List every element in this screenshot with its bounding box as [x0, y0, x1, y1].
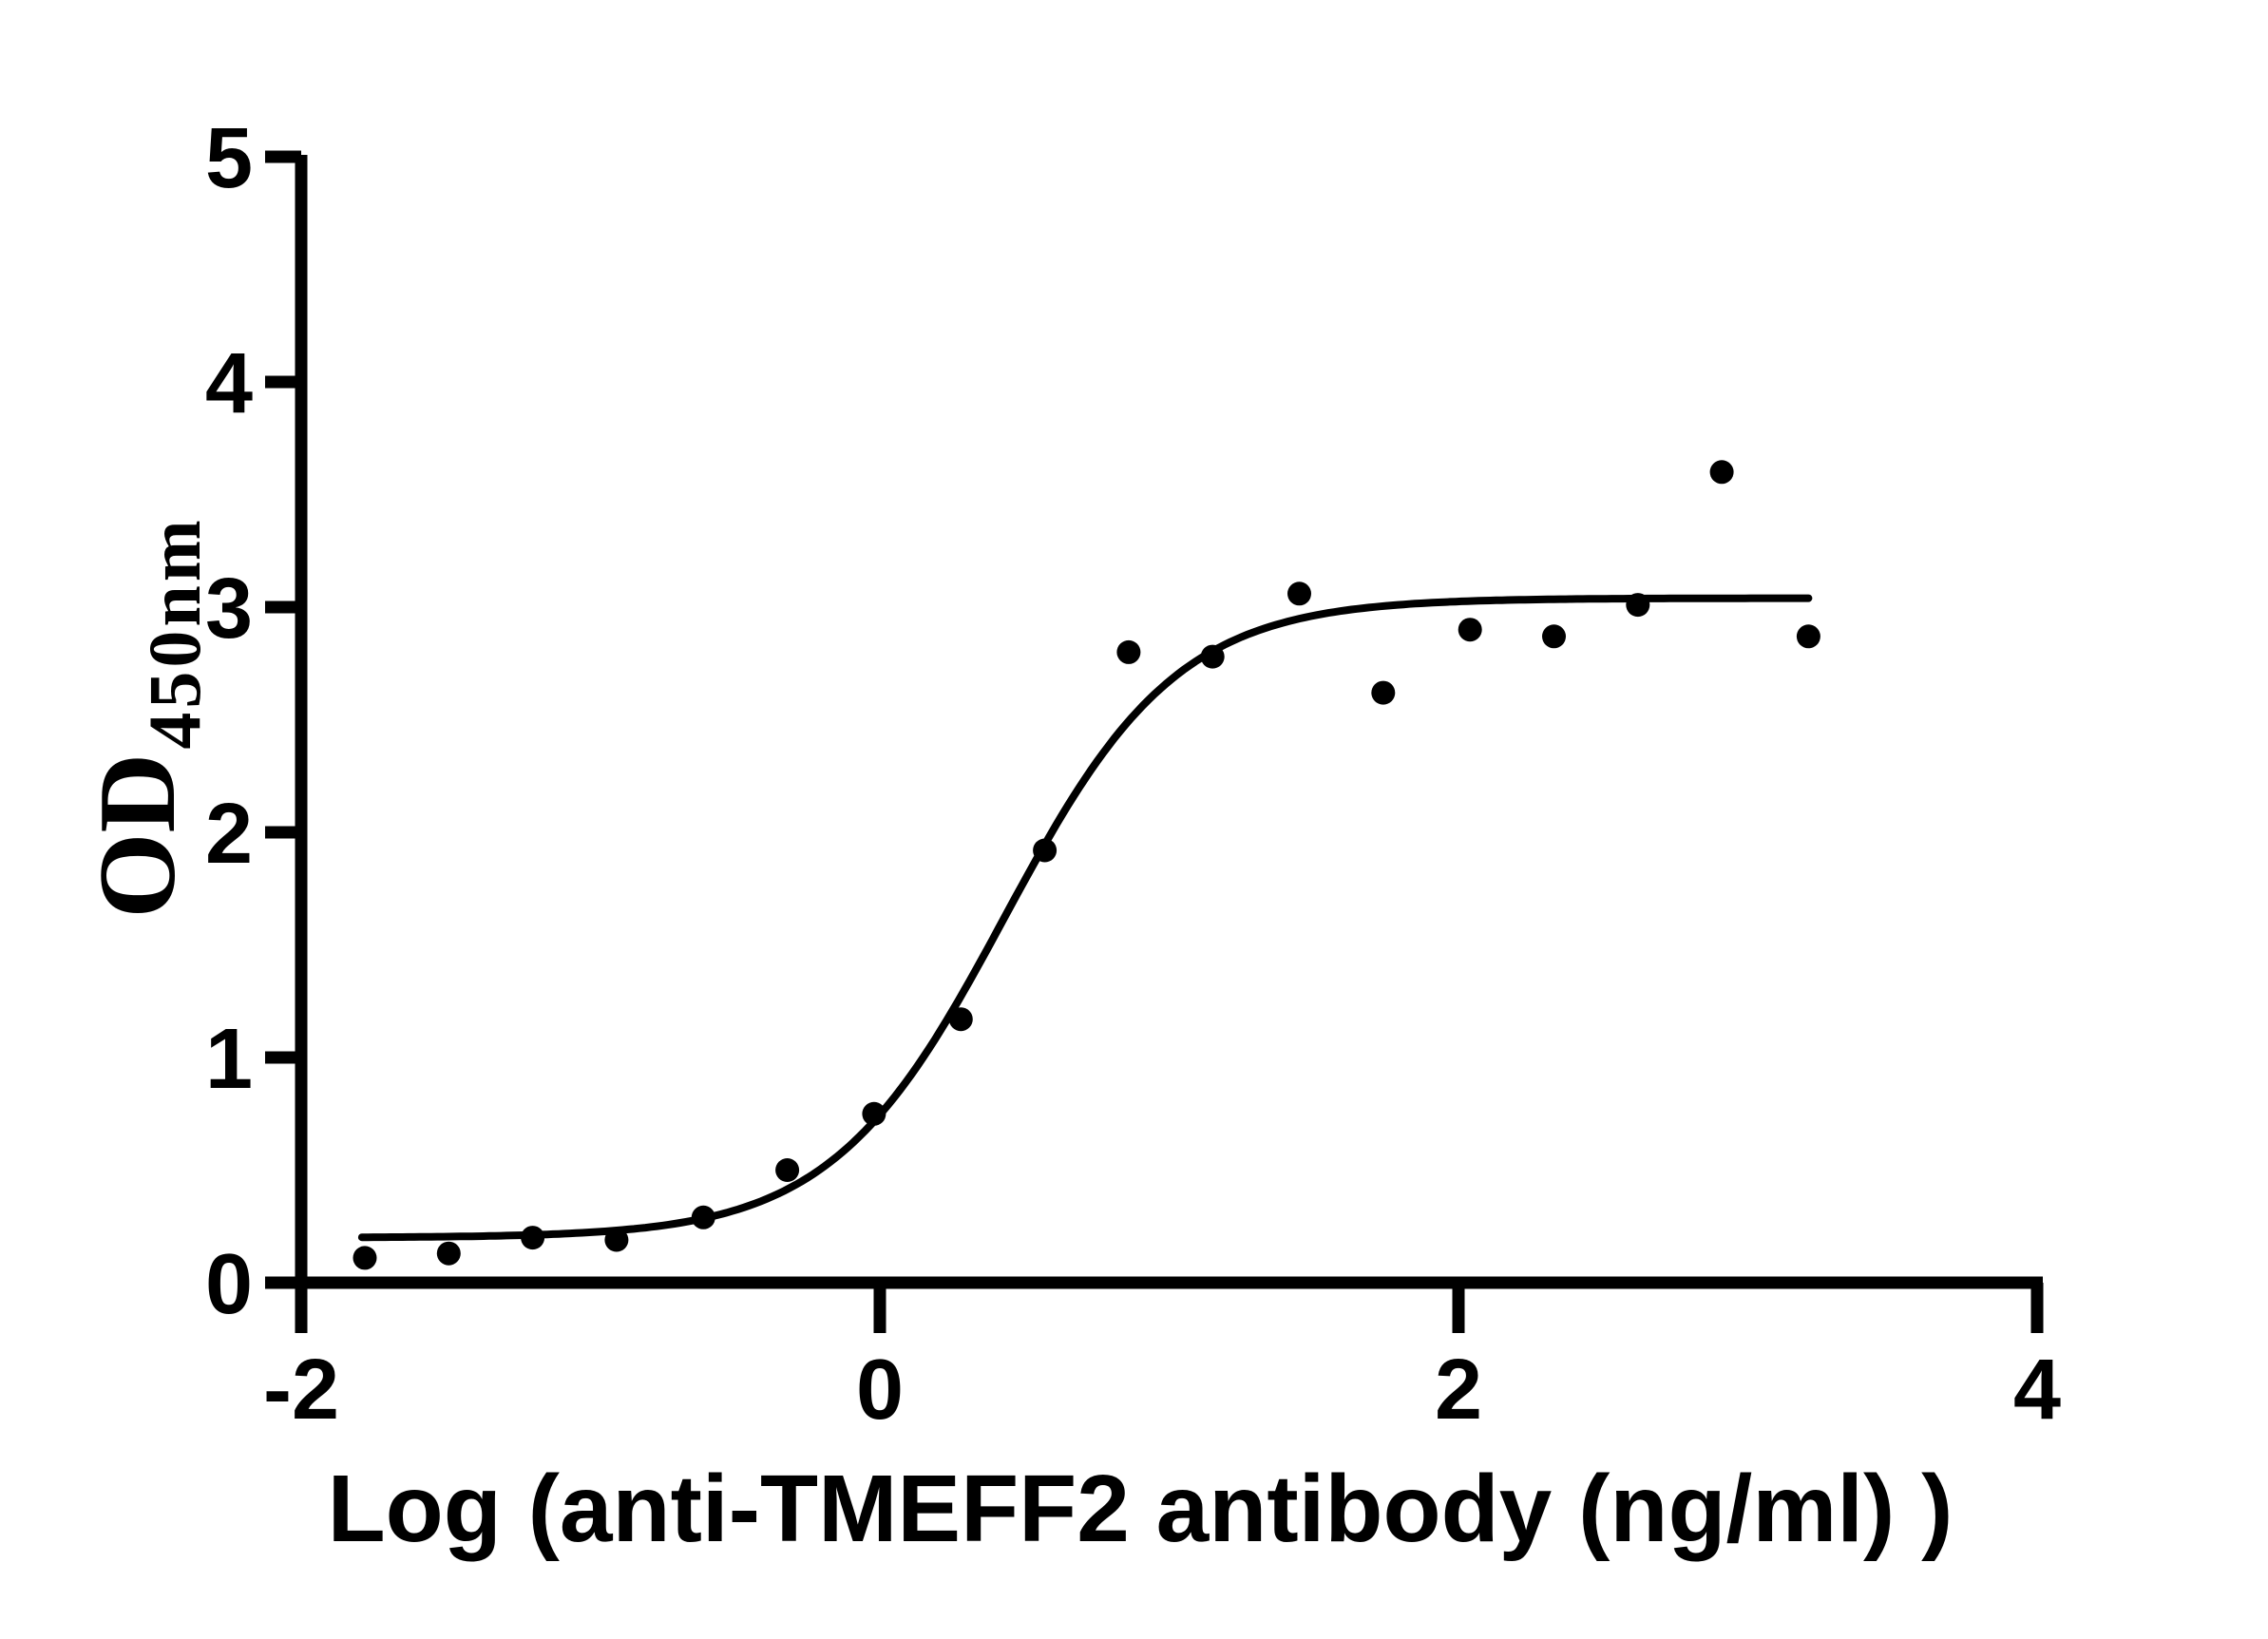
- axis-ticks: [265, 150, 2044, 1333]
- data-point: [521, 1226, 545, 1250]
- data-point: [862, 1101, 886, 1126]
- data-point: [1200, 644, 1225, 669]
- data-point: [691, 1205, 715, 1229]
- data-points: [353, 460, 1820, 1270]
- x-tick-label: 0: [856, 1343, 904, 1438]
- x-tick-label: -2: [263, 1343, 339, 1438]
- data-point: [775, 1158, 800, 1182]
- data-point: [436, 1241, 461, 1266]
- data-point: [1709, 460, 1734, 485]
- y-tick-label: 5: [205, 111, 253, 206]
- data-point: [948, 1007, 973, 1032]
- data-point: [604, 1228, 629, 1252]
- data-point: [1626, 593, 1650, 618]
- x-tick-label: 2: [1435, 1343, 1482, 1438]
- y-tick-label: 4: [205, 336, 253, 431]
- data-point: [353, 1246, 377, 1270]
- x-tick-label: 4: [2013, 1343, 2061, 1438]
- data-point: [1116, 639, 1141, 664]
- y-tick-label: 3: [205, 562, 253, 657]
- y-tick-label: 1: [205, 1012, 253, 1107]
- y-tick-label: 2: [205, 787, 253, 882]
- data-point: [1796, 624, 1820, 649]
- y-tick-label: 0: [205, 1237, 253, 1332]
- fit-curve-line: [357, 594, 1813, 1242]
- data-point: [1542, 624, 1566, 649]
- data-point: [1033, 838, 1058, 863]
- data-point: [1287, 581, 1311, 606]
- data-point: [1371, 680, 1396, 705]
- data-point: [1458, 618, 1482, 642]
- y-axis-title-main: OD: [77, 753, 199, 919]
- y-axis-title-subscript: 450nm: [133, 516, 216, 749]
- axes: [295, 155, 2043, 1289]
- y-axis-title: OD 450nm: [77, 516, 216, 918]
- x-axis-title: Log (anti-TMEFF2 antibody (ng/ml) ): [328, 1456, 1954, 1562]
